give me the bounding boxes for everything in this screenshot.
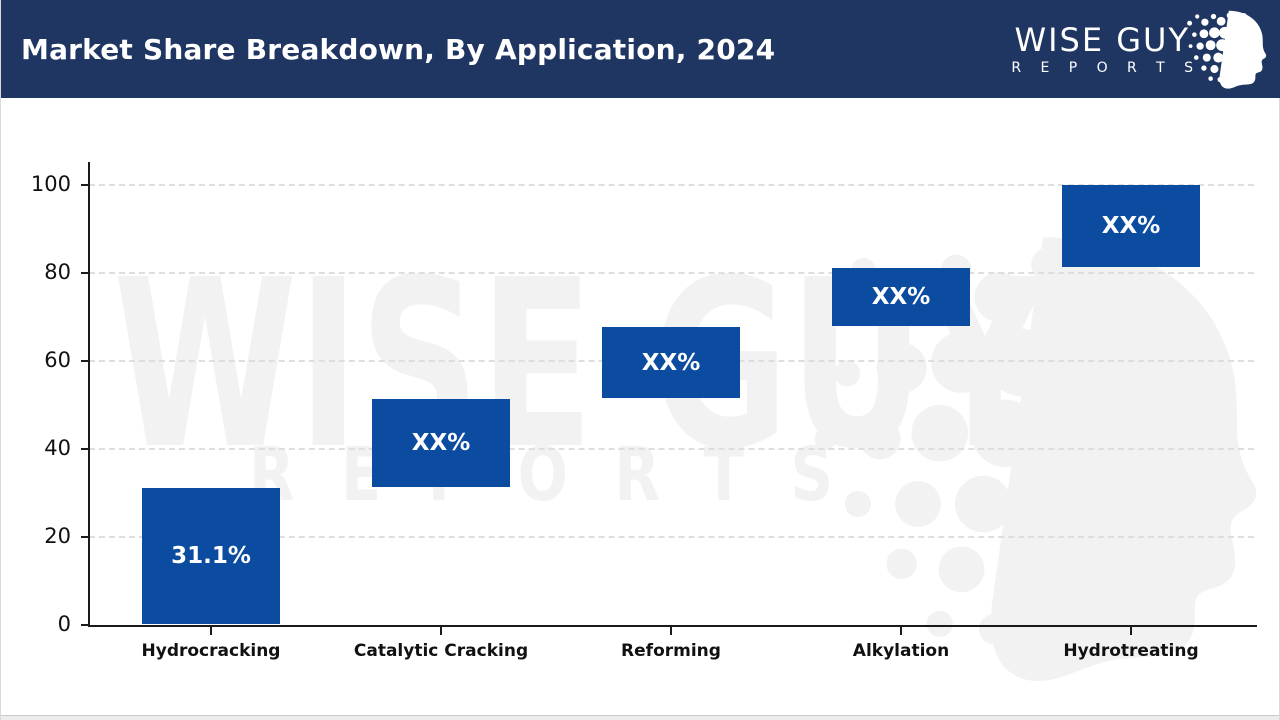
y-tick-label: 100 bbox=[30, 171, 71, 196]
y-tick-label: 20 bbox=[44, 523, 71, 548]
x-tick bbox=[440, 627, 442, 635]
x-tick bbox=[1130, 627, 1132, 635]
x-tick bbox=[900, 627, 902, 635]
header-bar: Market Share Breakdown, By Application, … bbox=[1, 0, 1280, 98]
bar-value-label: 31.1% bbox=[171, 542, 251, 569]
y-tick-label: 40 bbox=[44, 435, 71, 460]
category-label: Hydrotreating bbox=[1063, 641, 1199, 661]
y-axis-line bbox=[88, 162, 90, 627]
bar: 31.1% bbox=[142, 488, 280, 624]
category-label: Catalytic Cracking bbox=[353, 641, 529, 661]
x-tick bbox=[670, 627, 672, 635]
bar: XX% bbox=[1062, 184, 1200, 268]
y-tick bbox=[81, 359, 89, 362]
bar-value-label: XX% bbox=[641, 349, 701, 376]
y-tick bbox=[81, 183, 89, 186]
y-tick bbox=[81, 271, 89, 274]
gridline bbox=[89, 271, 1254, 274]
x-axis-line bbox=[88, 625, 1257, 627]
category-label: Reforming bbox=[621, 641, 721, 661]
brand-logo-text: WISE GUY R E P O R T S bbox=[1011, 23, 1193, 76]
chart-title: Market Share Breakdown, By Application, … bbox=[21, 32, 776, 66]
category-label: Alkylation bbox=[852, 641, 950, 661]
y-tick bbox=[81, 624, 89, 626]
bottom-edge-strip bbox=[1, 715, 1279, 720]
brand-logo: WISE GUY R E P O R T S bbox=[1011, 0, 1267, 98]
bar: XX% bbox=[372, 399, 510, 487]
bar-value-label: XX% bbox=[871, 284, 931, 311]
bar: XX% bbox=[602, 327, 740, 399]
bar: XX% bbox=[832, 268, 970, 327]
brand-name: WISE GUY bbox=[1014, 20, 1190, 59]
gridline bbox=[89, 183, 1254, 186]
bar-value-label: XX% bbox=[411, 430, 471, 457]
y-tick-label: 0 bbox=[57, 612, 71, 636]
brand-subname: R E P O R T S bbox=[1011, 59, 1202, 76]
y-tick-label: 80 bbox=[44, 259, 71, 284]
y-tick bbox=[81, 447, 89, 450]
gridline bbox=[89, 447, 1254, 450]
bar-value-label: XX% bbox=[1101, 212, 1161, 239]
dotted-head-icon bbox=[1181, 7, 1267, 91]
y-tick bbox=[81, 535, 89, 538]
x-tick bbox=[210, 627, 212, 635]
category-label: Hydrocracking bbox=[141, 641, 281, 661]
gridline bbox=[89, 535, 1254, 538]
y-tick-label: 60 bbox=[44, 347, 71, 372]
